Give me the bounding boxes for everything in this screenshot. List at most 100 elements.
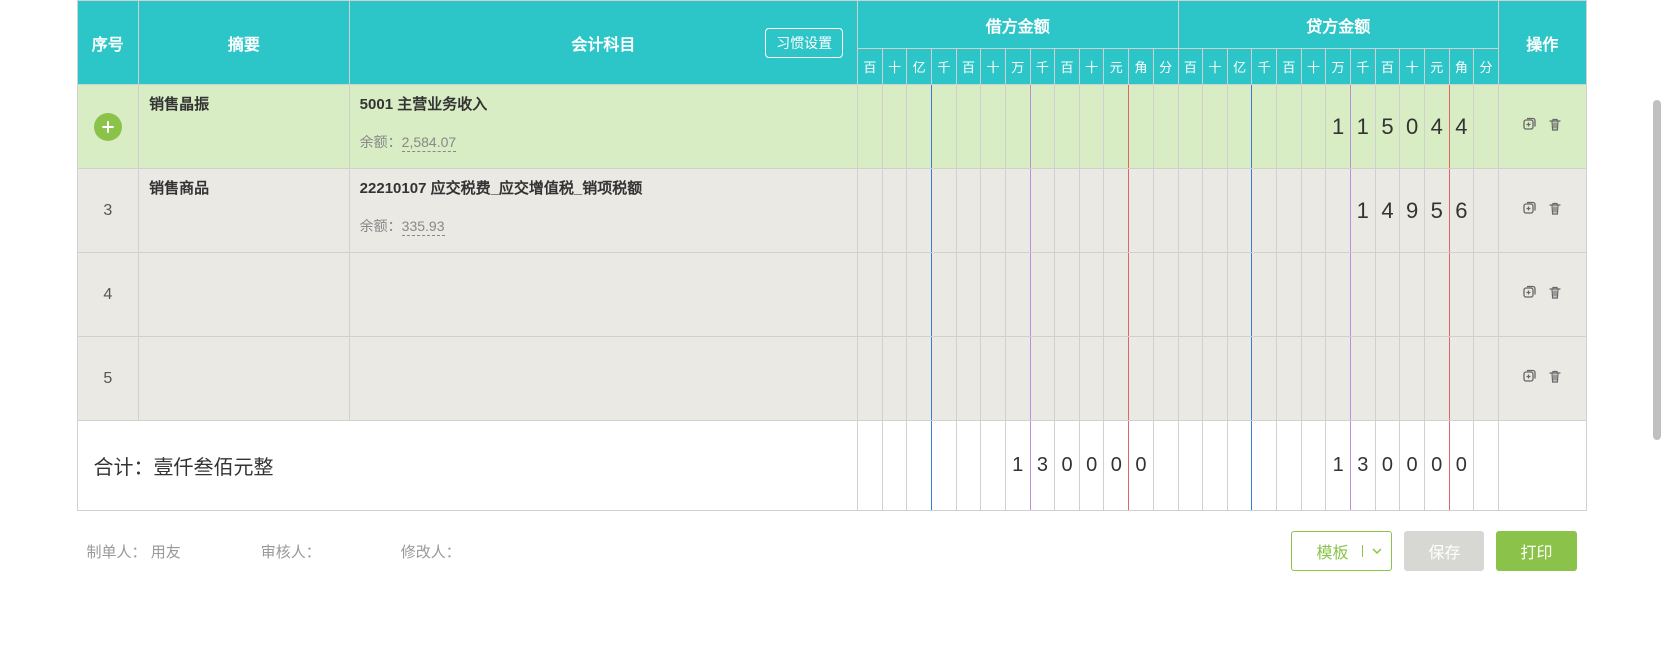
credit-digit[interactable]: 1: [1350, 169, 1375, 253]
debit-digit[interactable]: [882, 337, 907, 421]
credit-digit[interactable]: [1449, 337, 1474, 421]
credit-digit[interactable]: [1424, 337, 1449, 421]
debit-digit[interactable]: [882, 85, 907, 169]
copy-row-button[interactable]: [1520, 285, 1538, 303]
credit-digit[interactable]: [1178, 85, 1203, 169]
credit-digit[interactable]: [1474, 337, 1499, 421]
credit-digit[interactable]: [1252, 337, 1277, 421]
copy-row-button[interactable]: [1520, 117, 1538, 135]
debit-digit[interactable]: [907, 85, 932, 169]
delete-row-button[interactable]: [1546, 369, 1564, 387]
debit-digit[interactable]: [1104, 253, 1129, 337]
credit-digit[interactable]: [1252, 169, 1277, 253]
debit-digit[interactable]: [858, 169, 883, 253]
debit-digit[interactable]: [981, 253, 1006, 337]
debit-digit[interactable]: [932, 253, 957, 337]
account-cell[interactable]: [349, 253, 857, 337]
credit-digit[interactable]: [1252, 253, 1277, 337]
credit-digit[interactable]: 4: [1424, 85, 1449, 169]
debit-digit[interactable]: [1129, 253, 1154, 337]
credit-digit[interactable]: [1326, 253, 1351, 337]
credit-digit[interactable]: 9: [1400, 169, 1425, 253]
credit-digit[interactable]: [1350, 337, 1375, 421]
credit-digit[interactable]: [1277, 253, 1302, 337]
scrollbar[interactable]: [1653, 100, 1661, 440]
credit-digit[interactable]: [1375, 337, 1400, 421]
debit-digit[interactable]: [1153, 337, 1178, 421]
credit-digit[interactable]: 0: [1400, 85, 1425, 169]
debit-digit[interactable]: [1079, 337, 1104, 421]
debit-digit[interactable]: [882, 253, 907, 337]
debit-digit[interactable]: [1153, 85, 1178, 169]
save-button[interactable]: 保存: [1404, 531, 1484, 571]
debit-digit[interactable]: [932, 85, 957, 169]
credit-digit[interactable]: [1400, 253, 1425, 337]
debit-digit[interactable]: [932, 337, 957, 421]
delete-row-button[interactable]: [1546, 201, 1564, 219]
debit-digit[interactable]: [1030, 337, 1055, 421]
credit-digit[interactable]: [1375, 253, 1400, 337]
print-button[interactable]: 打印: [1496, 531, 1576, 571]
debit-digit[interactable]: [1129, 85, 1154, 169]
debit-digit[interactable]: [956, 169, 981, 253]
debit-digit[interactable]: [981, 169, 1006, 253]
debit-digit[interactable]: [858, 85, 883, 169]
credit-digit[interactable]: [1474, 85, 1499, 169]
credit-digit[interactable]: [1400, 337, 1425, 421]
template-dropdown-toggle[interactable]: [1362, 545, 1383, 557]
credit-digit[interactable]: [1277, 85, 1302, 169]
credit-digit[interactable]: 5: [1424, 169, 1449, 253]
debit-digit[interactable]: [1030, 85, 1055, 169]
debit-digit[interactable]: [1079, 169, 1104, 253]
credit-digit[interactable]: [1350, 253, 1375, 337]
credit-digit[interactable]: [1227, 85, 1252, 169]
debit-digit[interactable]: [1153, 169, 1178, 253]
debit-digit[interactable]: [1055, 85, 1080, 169]
credit-digit[interactable]: [1178, 169, 1203, 253]
delete-row-button[interactable]: [1546, 117, 1564, 135]
debit-digit[interactable]: [858, 337, 883, 421]
template-button[interactable]: 模板: [1291, 531, 1392, 571]
debit-digit[interactable]: [956, 337, 981, 421]
copy-row-button[interactable]: [1520, 369, 1538, 387]
credit-digit[interactable]: [1178, 253, 1203, 337]
debit-digit[interactable]: [956, 85, 981, 169]
debit-digit[interactable]: [1055, 253, 1080, 337]
debit-digit[interactable]: [882, 169, 907, 253]
credit-digit[interactable]: [1424, 253, 1449, 337]
debit-digit[interactable]: [1079, 85, 1104, 169]
debit-digit[interactable]: [1104, 85, 1129, 169]
credit-digit[interactable]: [1301, 253, 1326, 337]
debit-digit[interactable]: [907, 337, 932, 421]
credit-digit[interactable]: [1277, 337, 1302, 421]
debit-digit[interactable]: [1055, 169, 1080, 253]
credit-digit[interactable]: [1227, 253, 1252, 337]
credit-digit[interactable]: [1449, 253, 1474, 337]
credit-digit[interactable]: [1301, 169, 1326, 253]
account-cell[interactable]: [349, 337, 857, 421]
debit-digit[interactable]: [1153, 253, 1178, 337]
credit-digit[interactable]: 4: [1375, 169, 1400, 253]
debit-digit[interactable]: [1055, 337, 1080, 421]
debit-digit[interactable]: [981, 337, 1006, 421]
credit-digit[interactable]: 6: [1449, 169, 1474, 253]
debit-digit[interactable]: [981, 85, 1006, 169]
credit-digit[interactable]: [1203, 85, 1228, 169]
add-row-button[interactable]: [94, 113, 122, 141]
credit-digit[interactable]: [1227, 169, 1252, 253]
debit-digit[interactable]: [932, 169, 957, 253]
credit-digit[interactable]: 1: [1350, 85, 1375, 169]
debit-digit[interactable]: [1030, 169, 1055, 253]
credit-digit[interactable]: [1203, 169, 1228, 253]
credit-digit[interactable]: [1301, 85, 1326, 169]
credit-digit[interactable]: [1277, 169, 1302, 253]
credit-digit[interactable]: [1178, 337, 1203, 421]
debit-digit[interactable]: [1005, 337, 1030, 421]
debit-digit[interactable]: [1005, 169, 1030, 253]
credit-digit[interactable]: [1252, 85, 1277, 169]
credit-digit[interactable]: [1301, 337, 1326, 421]
credit-digit[interactable]: [1227, 337, 1252, 421]
account-cell[interactable]: 5001 主营业务收入余额：2,584.07: [349, 85, 857, 169]
debit-digit[interactable]: [907, 253, 932, 337]
summary-cell[interactable]: 销售商品: [139, 169, 350, 253]
